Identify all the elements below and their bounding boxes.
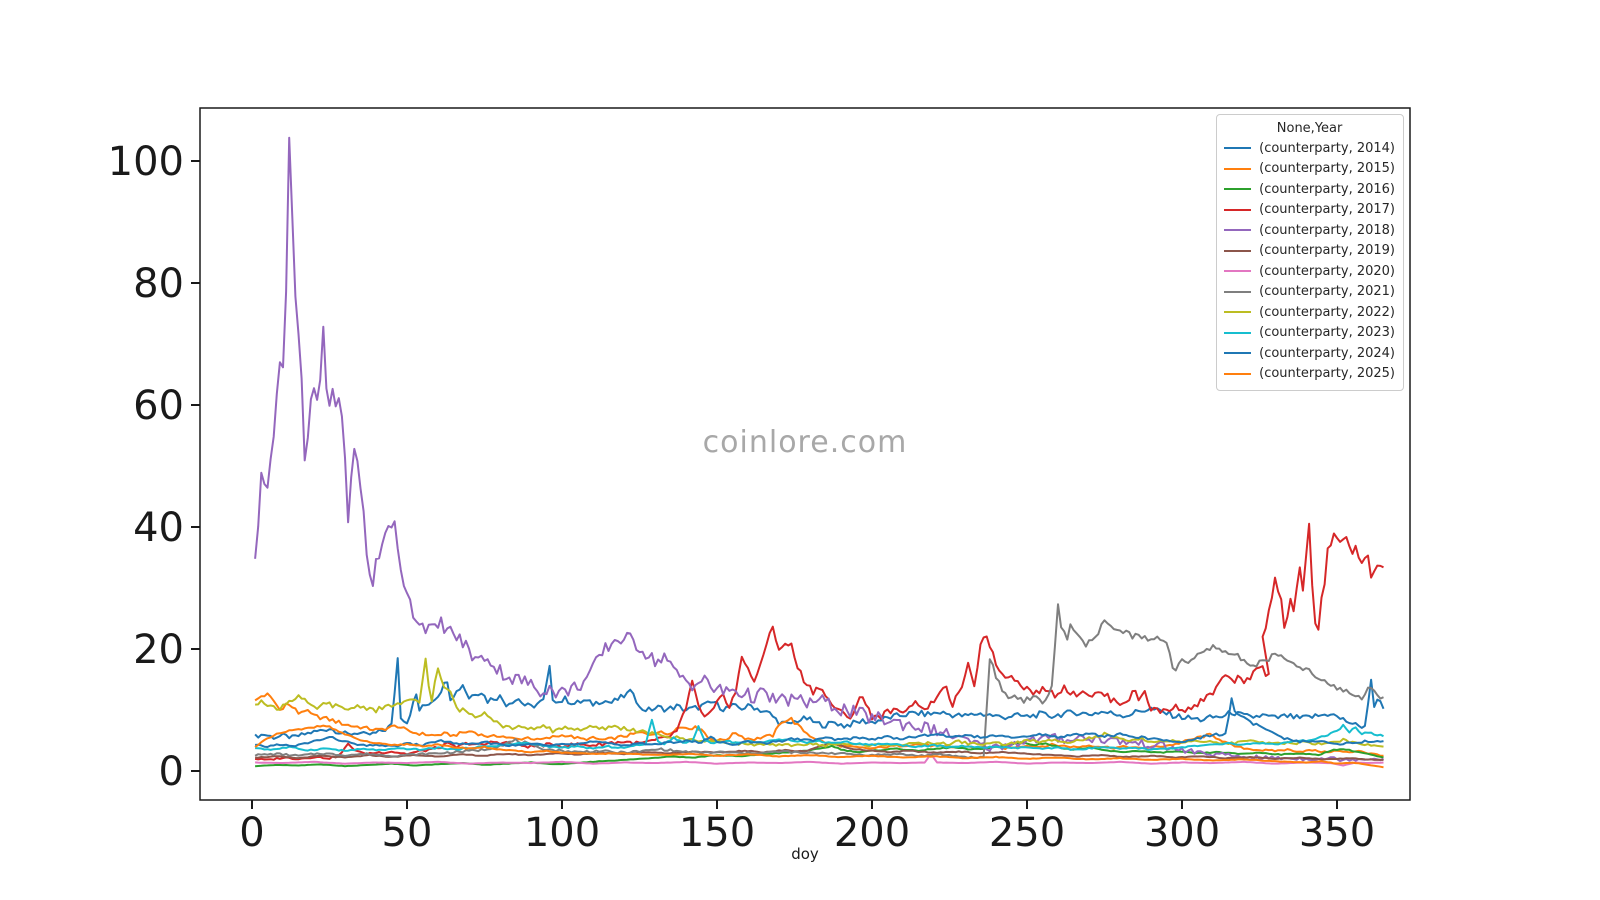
series-line-2023: [255, 718, 1384, 752]
legend-entry: (counterparty, 2023): [1224, 323, 1395, 344]
x-tick-label: 350: [1299, 810, 1375, 856]
legend-entries: (counterparty, 2014) (counterparty, 2015)…: [1224, 138, 1395, 384]
plot-border: [199, 107, 1411, 801]
y-tick-label: 100: [108, 139, 184, 185]
legend-entry: (counterparty, 2019): [1224, 241, 1395, 262]
x-axis-label: doy: [791, 845, 819, 863]
legend-entry-label: (counterparty, 2023): [1259, 325, 1395, 341]
legend-line-swatch: [1224, 270, 1252, 273]
legend-entry-label: (counterparty, 2017): [1259, 202, 1395, 218]
legend-entry-label: (counterparty, 2018): [1259, 222, 1395, 238]
legend-line-swatch: [1224, 290, 1252, 293]
legend-line-swatch: [1224, 229, 1252, 232]
legend-entry: (counterparty, 2018): [1224, 220, 1395, 241]
legend-entry-label: (counterparty, 2021): [1259, 284, 1395, 300]
legend-entry: (counterparty, 2017): [1224, 200, 1395, 221]
y-tick-label: 80: [133, 261, 184, 307]
legend-entry-label: (counterparty, 2024): [1259, 345, 1395, 361]
legend-entry: (counterparty, 2022): [1224, 302, 1395, 323]
legend-line-swatch: [1224, 147, 1252, 150]
y-tick-label: 0: [159, 749, 184, 795]
series-line-2018: [254, 136, 1384, 763]
legend-entry: (counterparty, 2024): [1224, 343, 1395, 364]
y-tick-label: 20: [133, 627, 184, 673]
legend-line-swatch: [1224, 188, 1252, 191]
legend-entry-label: (counterparty, 2015): [1259, 161, 1395, 177]
x-tick-label: 50: [382, 810, 433, 856]
legend-line-swatch: [1224, 331, 1252, 334]
y-tick-label: 60: [133, 383, 184, 429]
series-line-2024: [255, 697, 1384, 748]
legend-entry-label: (counterparty, 2025): [1259, 366, 1395, 382]
legend-entry-label: (counterparty, 2020): [1259, 263, 1395, 279]
legend-line-swatch: [1224, 352, 1252, 355]
legend-line-swatch: [1224, 208, 1252, 211]
legend-entry: (counterparty, 2015): [1224, 159, 1395, 180]
series-line-2017: [254, 522, 1384, 761]
legend-entry: (counterparty, 2020): [1224, 261, 1395, 282]
series-line-2021: [254, 603, 1384, 759]
legend-line-swatch: [1224, 311, 1252, 314]
legend-entry: (counterparty, 2021): [1224, 282, 1395, 303]
x-tick-label: 200: [834, 810, 910, 856]
x-tick-label: 0: [239, 810, 264, 856]
x-tick-label: 150: [679, 810, 755, 856]
legend-entry-label: (counterparty, 2019): [1259, 243, 1395, 259]
x-tick-label: 300: [1144, 810, 1220, 856]
y-tick-label: 40: [133, 505, 184, 551]
legend-box: None,Year (counterparty, 2014) (counterpa…: [1216, 114, 1404, 391]
series-line-2022: [255, 657, 1384, 748]
legend-entry-label: (counterparty, 2016): [1259, 181, 1395, 197]
legend-entry: (counterparty, 2025): [1224, 364, 1395, 385]
legend-entry: (counterparty, 2016): [1224, 179, 1395, 200]
x-tick-label: 100: [524, 810, 600, 856]
legend-title: None,Year: [1276, 121, 1343, 136]
legend-line-swatch: [1224, 372, 1252, 375]
legend-line-swatch: [1224, 249, 1252, 252]
x-tick-label: 250: [989, 810, 1065, 856]
series-line-2025: [254, 724, 1384, 769]
series-group: [254, 136, 1385, 769]
series-line-2020: [255, 752, 1384, 767]
legend-line-swatch: [1224, 167, 1252, 170]
watermark: coinlore.com: [702, 425, 908, 460]
legend-entry-label: (counterparty, 2014): [1259, 140, 1395, 156]
legend-entry-label: (counterparty, 2022): [1259, 304, 1395, 320]
legend-entry: (counterparty, 2014): [1224, 138, 1395, 159]
